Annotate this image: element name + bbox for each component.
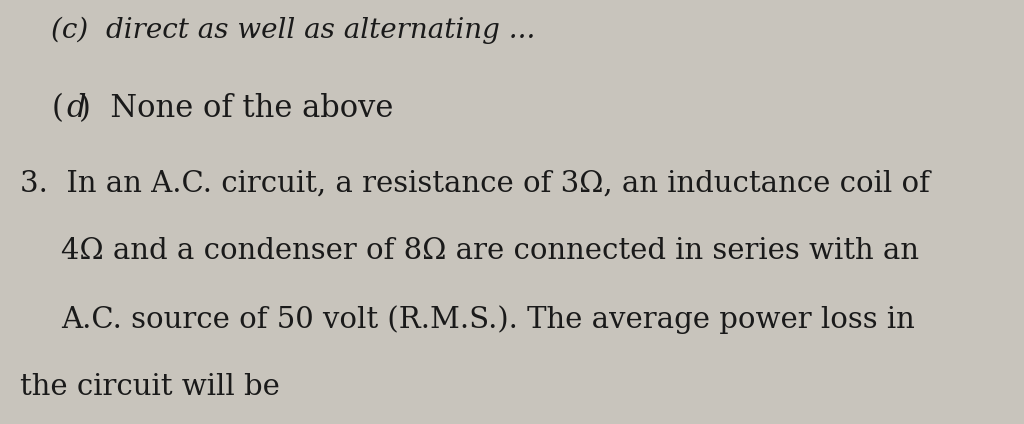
Text: A.C. source of 50 volt (R.M.S.). The average power loss in: A.C. source of 50 volt (R.M.S.). The ave… xyxy=(61,305,915,334)
Text: )  None of the above: ) None of the above xyxy=(79,93,393,124)
Text: 3.  In an A.C. circuit, a resistance of 3Ω, an inductance coil of: 3. In an A.C. circuit, a resistance of 3… xyxy=(20,170,931,198)
Text: (c)  direct as well as alternating ...: (c) direct as well as alternating ... xyxy=(51,17,536,45)
Text: d: d xyxy=(67,93,86,124)
Text: the circuit will be: the circuit will be xyxy=(20,373,281,401)
Text: (: ( xyxy=(51,93,63,124)
Text: 4Ω and a condenser of 8Ω are connected in series with an: 4Ω and a condenser of 8Ω are connected i… xyxy=(61,237,920,265)
